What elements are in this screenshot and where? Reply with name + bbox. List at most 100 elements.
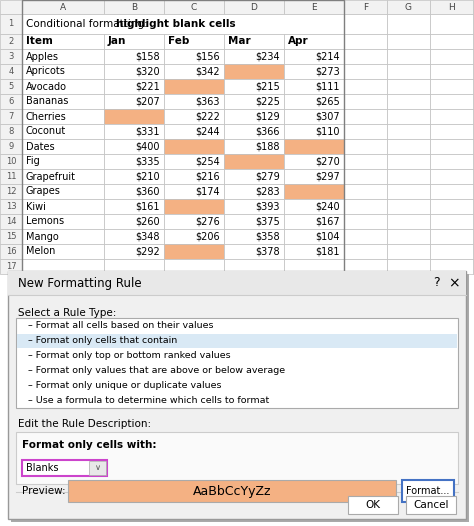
Bar: [473, 154, 474, 169]
Text: 12: 12: [6, 187, 16, 196]
Bar: [473, 34, 474, 49]
Text: $110: $110: [316, 126, 340, 137]
Bar: [284, 184, 344, 199]
Text: $348: $348: [136, 231, 160, 241]
Bar: [344, 154, 387, 169]
Bar: [344, 14, 387, 34]
Bar: [430, 124, 473, 139]
Text: $234: $234: [255, 52, 280, 62]
Text: 14: 14: [6, 217, 16, 226]
Text: $366: $366: [255, 126, 280, 137]
Bar: [344, 229, 387, 244]
Bar: [104, 64, 164, 79]
Bar: [164, 139, 224, 154]
Bar: [224, 0, 284, 14]
Bar: [387, 139, 430, 154]
Text: – Format all cells based on their values: – Format all cells based on their values: [28, 321, 213, 330]
Bar: [0, 229, 22, 244]
Bar: [0, 259, 22, 274]
Bar: [22, 64, 104, 79]
Bar: [164, 79, 224, 94]
Text: ?: ?: [433, 277, 439, 289]
Text: Cancel: Cancel: [413, 500, 449, 510]
Bar: [473, 199, 474, 214]
Bar: [430, 0, 473, 14]
Bar: [22, 0, 344, 274]
Bar: [284, 79, 344, 94]
Bar: [224, 184, 284, 199]
Bar: [224, 259, 284, 274]
Bar: [387, 199, 430, 214]
Bar: [0, 154, 22, 169]
Bar: [224, 34, 284, 49]
Text: 15: 15: [6, 232, 16, 241]
Bar: [104, 229, 164, 244]
Bar: [387, 94, 430, 109]
Bar: [348, 496, 398, 514]
Text: – Format only values that are above or below average: – Format only values that are above or b…: [28, 366, 285, 375]
Bar: [284, 214, 344, 229]
Bar: [0, 94, 22, 109]
Bar: [0, 169, 22, 184]
Bar: [164, 64, 224, 79]
Text: Select a Rule Type:: Select a Rule Type:: [18, 308, 117, 318]
Bar: [68, 480, 396, 502]
Bar: [430, 79, 473, 94]
Text: G: G: [405, 3, 412, 12]
Bar: [473, 244, 474, 259]
Bar: [224, 199, 284, 214]
Bar: [104, 49, 164, 64]
Text: 3: 3: [9, 52, 14, 61]
Bar: [430, 169, 473, 184]
Text: OK: OK: [365, 500, 381, 510]
Text: $279: $279: [255, 171, 280, 181]
Bar: [344, 169, 387, 184]
Bar: [430, 34, 473, 49]
Bar: [164, 214, 224, 229]
Bar: [22, 184, 104, 199]
Bar: [473, 169, 474, 184]
Text: 9: 9: [9, 142, 14, 151]
Bar: [104, 259, 164, 274]
Bar: [430, 64, 473, 79]
Bar: [284, 49, 344, 64]
Text: highlight blank cells: highlight blank cells: [116, 19, 236, 29]
Bar: [387, 244, 430, 259]
Bar: [430, 94, 473, 109]
Bar: [104, 79, 164, 94]
Text: $215: $215: [255, 82, 280, 92]
Bar: [164, 199, 224, 214]
Bar: [164, 154, 224, 169]
Bar: [473, 94, 474, 109]
Bar: [387, 124, 430, 139]
Text: ×: ×: [448, 276, 460, 290]
Bar: [284, 64, 344, 79]
Bar: [22, 94, 104, 109]
Bar: [16, 318, 458, 408]
Text: 8: 8: [9, 127, 14, 136]
Text: Grapes: Grapes: [26, 187, 61, 197]
Bar: [22, 259, 104, 274]
Text: D: D: [251, 3, 257, 12]
Bar: [430, 109, 473, 124]
Bar: [104, 34, 164, 49]
Text: $363: $363: [195, 96, 220, 106]
Bar: [22, 124, 104, 139]
Bar: [0, 64, 22, 79]
Text: Feb: Feb: [168, 36, 190, 46]
Bar: [164, 169, 224, 184]
Text: $335: $335: [136, 157, 160, 167]
Bar: [0, 199, 22, 214]
Text: $292: $292: [135, 247, 160, 257]
Bar: [387, 79, 430, 94]
Text: Preview:: Preview:: [22, 486, 65, 496]
Bar: [164, 49, 224, 64]
Bar: [104, 184, 164, 199]
Text: B: B: [131, 3, 137, 12]
Bar: [387, 184, 430, 199]
Bar: [0, 0, 22, 14]
Text: 11: 11: [6, 172, 16, 181]
Bar: [473, 124, 474, 139]
Bar: [22, 0, 104, 14]
Bar: [0, 124, 22, 139]
